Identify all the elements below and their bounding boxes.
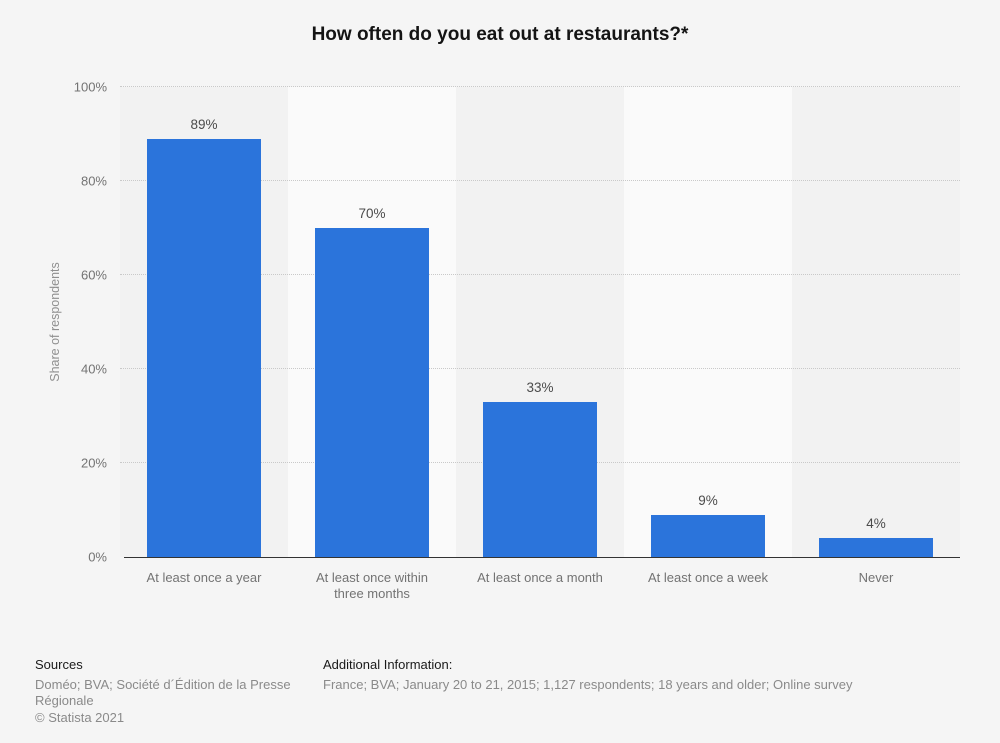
bar-value-label: 70% xyxy=(358,206,386,221)
x-tick-label: At least once a week xyxy=(648,570,768,585)
y-tick-label: 20% xyxy=(80,455,107,471)
x-tick-label: At least once a month xyxy=(477,570,603,585)
bar xyxy=(147,138,261,557)
sources-text: Doméo; BVA; Société d´Édition de la Pres… xyxy=(35,676,291,709)
y-tick-label: 60% xyxy=(80,267,107,283)
bar xyxy=(483,401,597,557)
category-band xyxy=(792,87,960,557)
bar-value-label: 89% xyxy=(190,116,218,132)
sources-heading: Sources xyxy=(35,657,83,672)
sources-block: Sources Doméo; BVA; Société d´Édition de… xyxy=(35,657,320,726)
additional-info-heading: Additional Information: xyxy=(323,657,453,672)
x-tick-label: Never xyxy=(858,570,894,585)
bar xyxy=(651,514,765,557)
gridline xyxy=(120,180,960,181)
gridline xyxy=(120,368,960,369)
y-tick-label: 0% xyxy=(88,549,107,565)
additional-information-block: Additional Information: France; BVA; Jan… xyxy=(323,657,968,693)
y-tick-label: 80% xyxy=(80,173,107,189)
additional-info-text: France; BVA; January 20 to 21, 2015; 1,1… xyxy=(323,676,853,692)
chart-title: How often do you eat out at restaurants?… xyxy=(311,24,689,45)
bar-value-label: 33% xyxy=(526,379,554,395)
x-tick-label: At least once within three months xyxy=(315,570,428,601)
x-axis-line xyxy=(124,556,960,558)
y-axis-title: Share of respondents xyxy=(48,262,62,382)
y-tick-label: 100% xyxy=(73,79,107,95)
bar-value-label: 4% xyxy=(866,516,886,532)
plot-area: 0% 20% 40% 60% 80% 100% 89% At least once a yea… xyxy=(74,80,960,601)
y-tick-label: 40% xyxy=(80,361,107,377)
gridline xyxy=(120,86,960,87)
bar-value-label: 9% xyxy=(698,492,718,508)
gridline xyxy=(120,274,960,275)
bar xyxy=(315,228,429,557)
category-band xyxy=(624,87,792,557)
bar xyxy=(819,538,933,557)
copyright: © Statista 2021 xyxy=(35,709,125,725)
x-tick-label: At least once a year xyxy=(146,570,262,585)
